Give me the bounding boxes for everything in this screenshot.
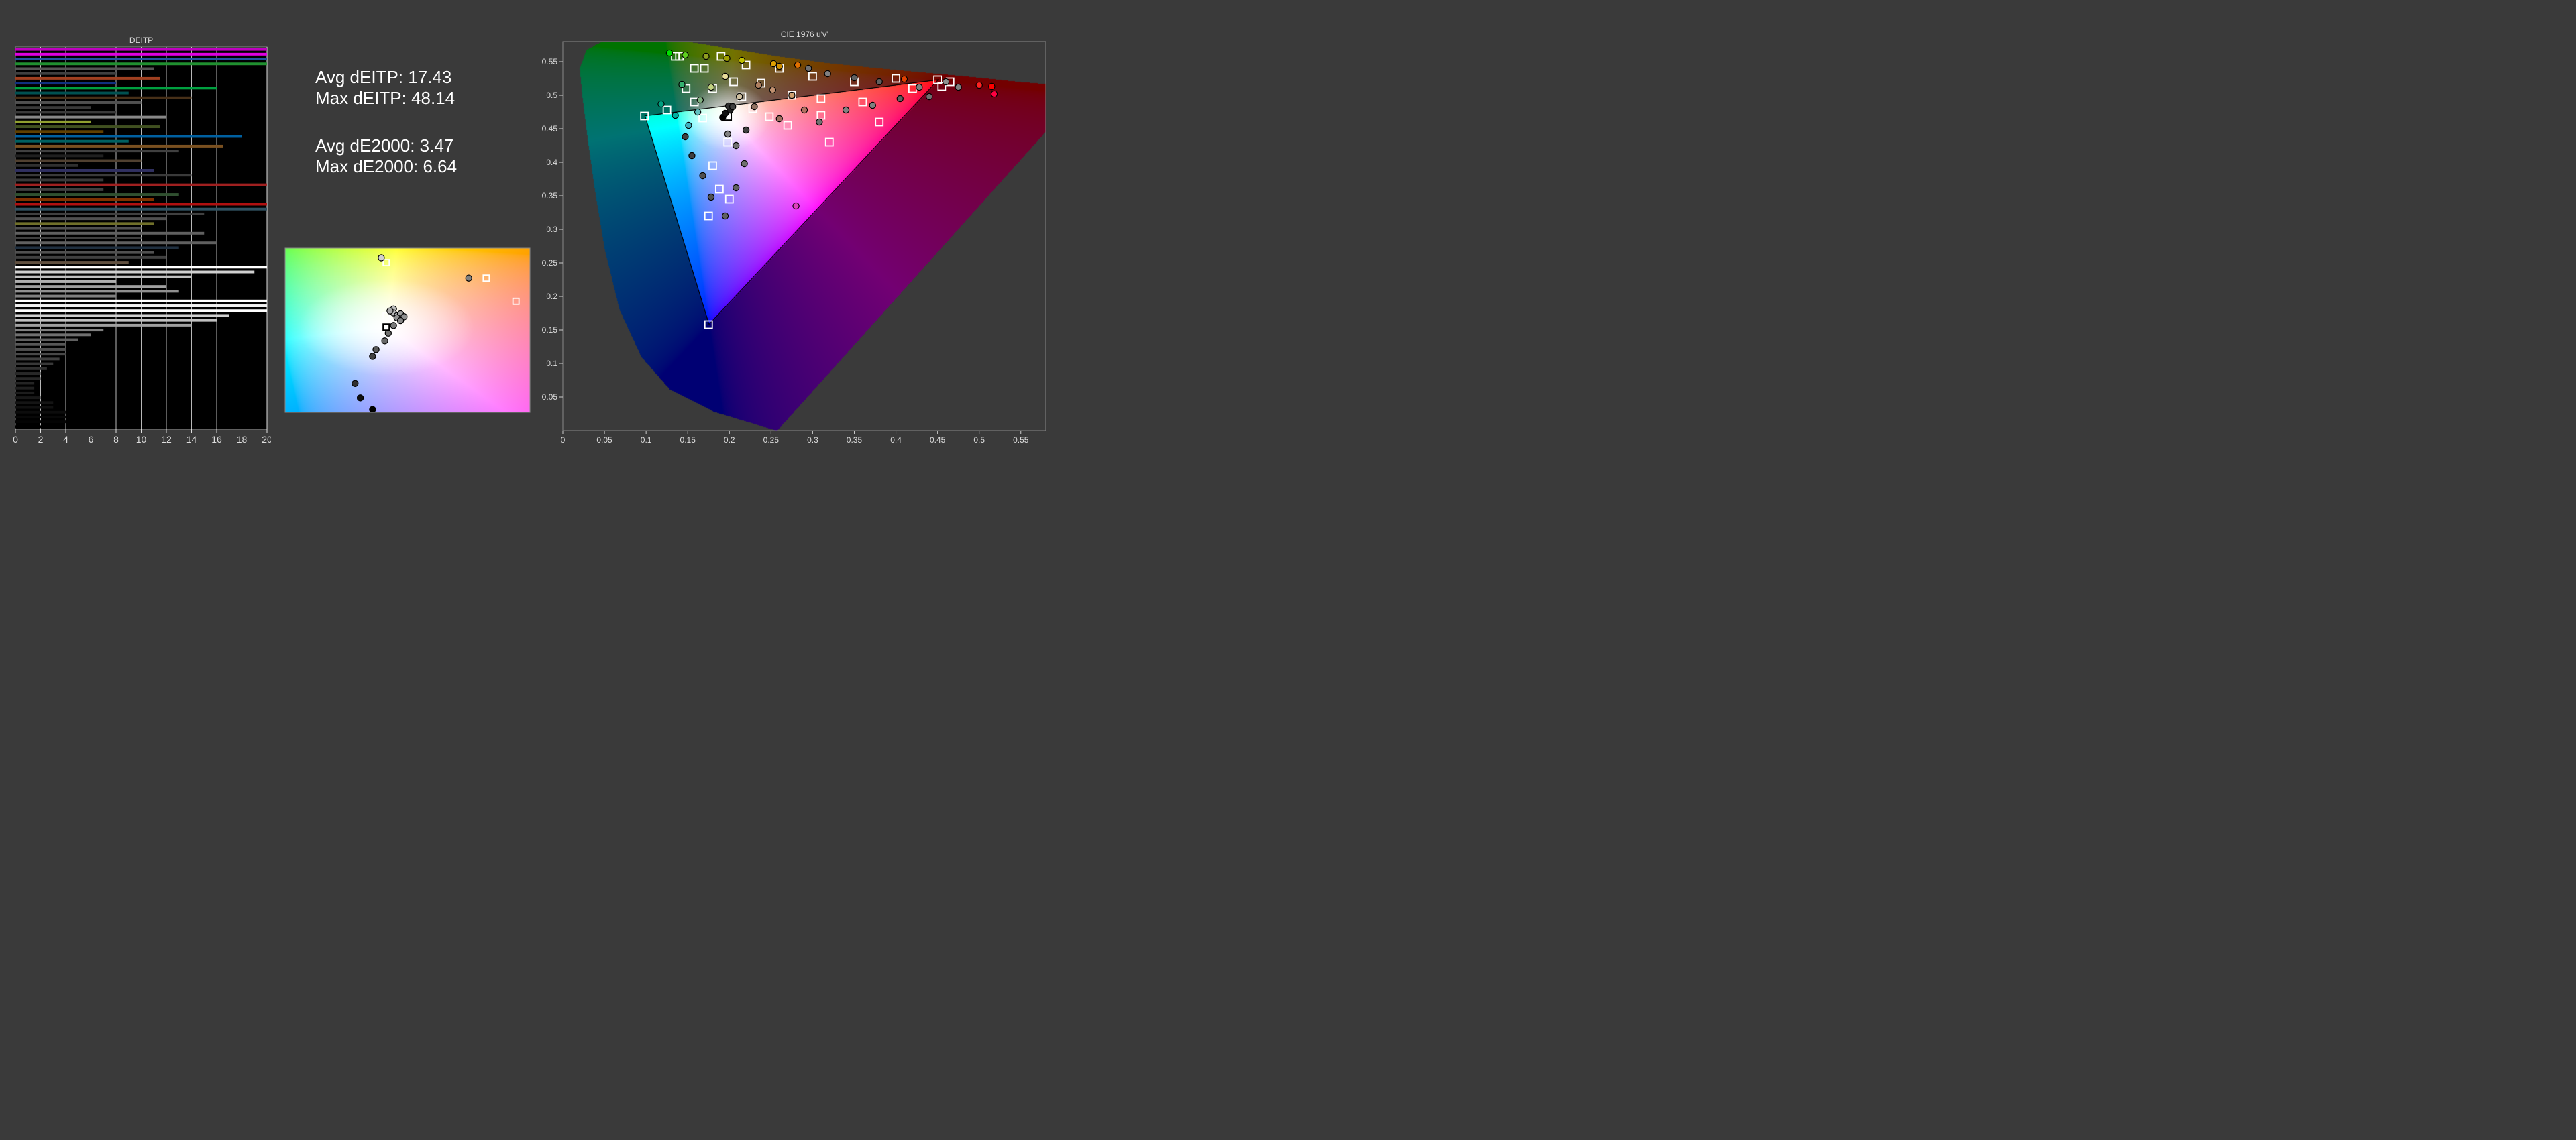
svg-text:0.25: 0.25 [542, 258, 558, 268]
cie-uv-chart: 0 0.05 0.1 0.15 0.2 0.25 0.3 0.35 0.4 0.45 0.5 0.55… [0, 0, 1066, 451]
svg-text:0.45: 0.45 [542, 124, 558, 133]
svg-text:0.1: 0.1 [546, 359, 557, 368]
dashboard-root: { "canvas": { "width": 1560, "height": 6… [0, 0, 2576, 1140]
svg-text:0.3: 0.3 [546, 225, 557, 234]
svg-text:0.35: 0.35 [847, 435, 863, 445]
svg-text:0.2: 0.2 [546, 292, 557, 301]
svg-text:0.2: 0.2 [724, 435, 735, 445]
svg-text:0: 0 [561, 435, 566, 445]
svg-text:0.25: 0.25 [763, 435, 780, 445]
deitp-title: DEITP [15, 36, 267, 45]
svg-text:0.4: 0.4 [546, 158, 557, 167]
svg-text:0.35: 0.35 [542, 191, 558, 201]
svg-text:0.05: 0.05 [596, 435, 612, 445]
svg-text:0.15: 0.15 [680, 435, 696, 445]
svg-text:0.15: 0.15 [542, 325, 558, 335]
svg-text:0.4: 0.4 [890, 435, 902, 445]
svg-text:0.45: 0.45 [930, 435, 946, 445]
cie-title: CIE 1976 u'v' [563, 30, 1046, 39]
svg-text:0.3: 0.3 [807, 435, 818, 445]
svg-text:0.5: 0.5 [546, 91, 557, 100]
svg-text:0.1: 0.1 [641, 435, 652, 445]
svg-text:0.55: 0.55 [542, 57, 558, 66]
svg-text:0.55: 0.55 [1013, 435, 1029, 445]
svg-text:0.5: 0.5 [973, 435, 985, 445]
svg-text:0.05: 0.05 [542, 392, 558, 402]
